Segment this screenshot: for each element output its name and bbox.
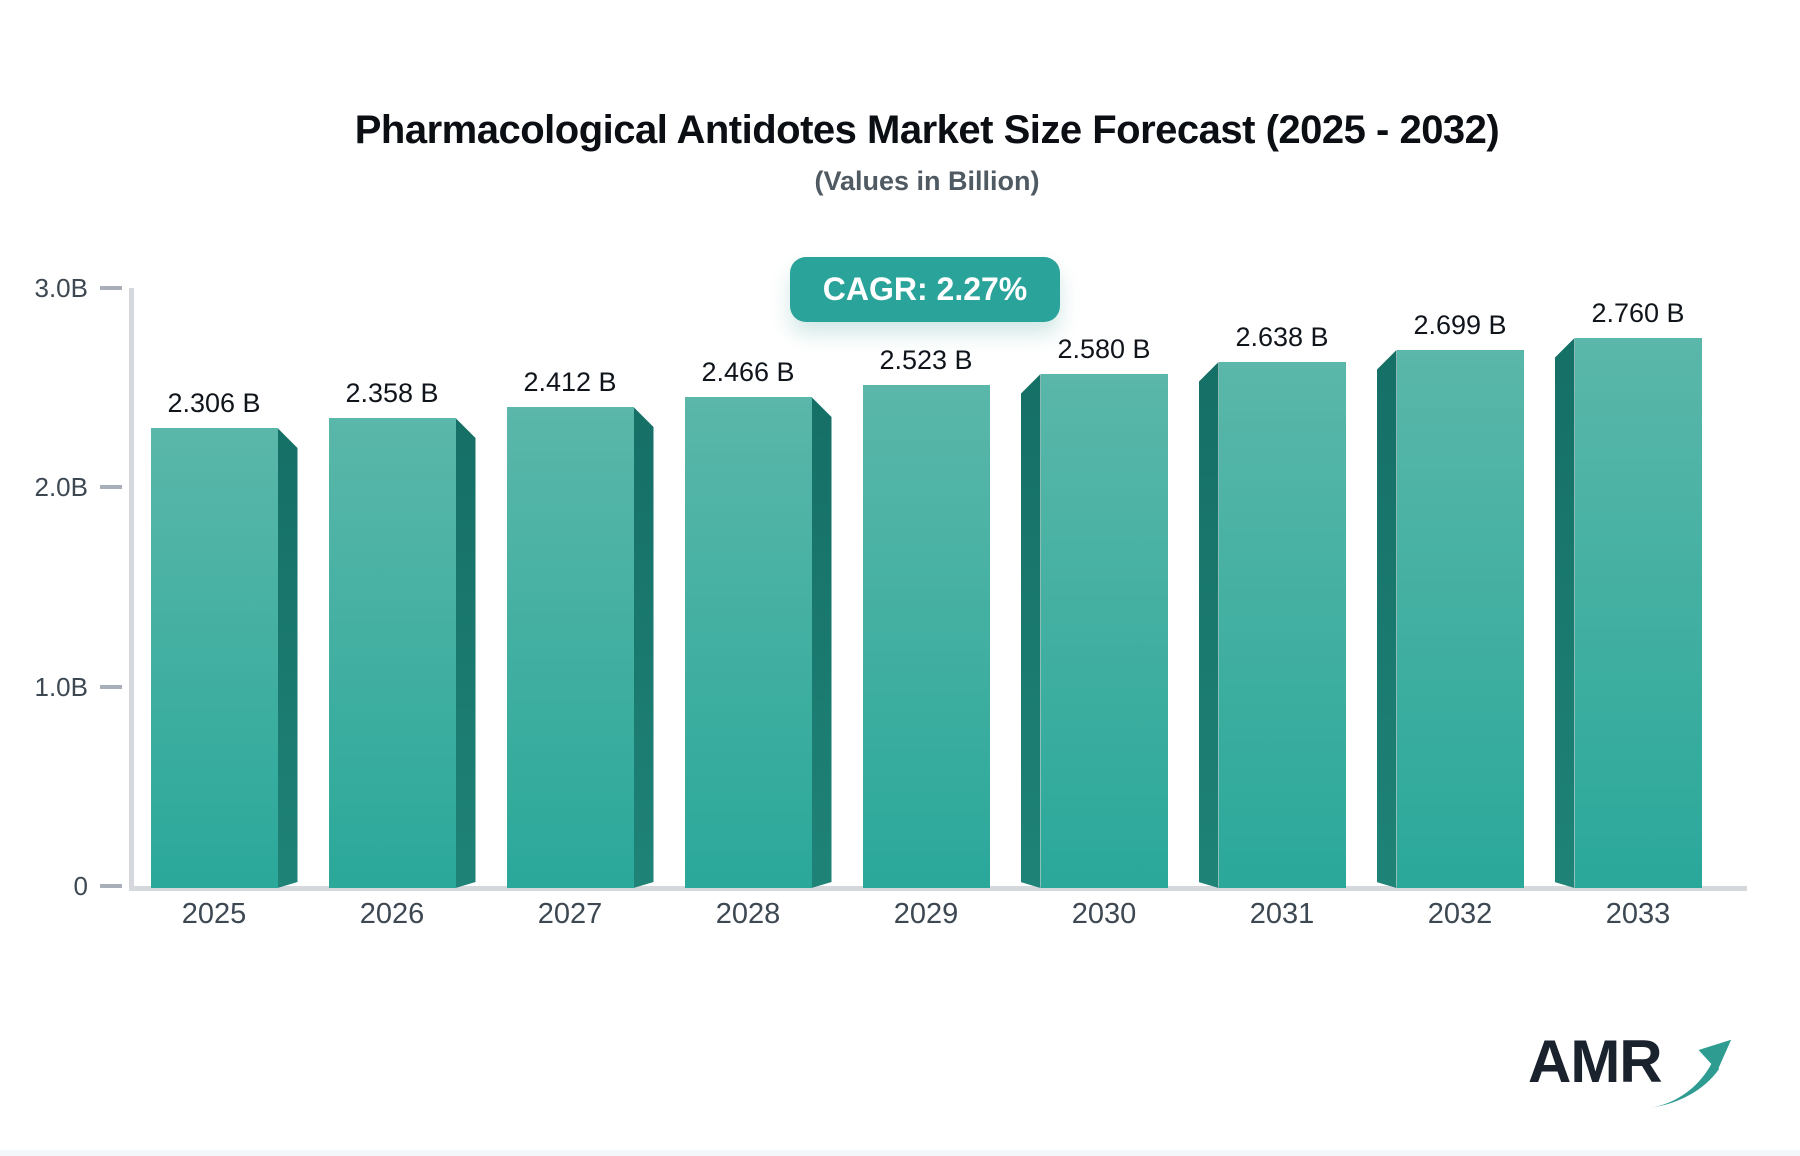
bar-2026-side-face (456, 418, 476, 888)
bar-2025 (150, 428, 278, 888)
bar-2025-side-face (278, 428, 298, 888)
chart-subtitle: (Values in Billion) (814, 166, 1040, 196)
x-axis-label-2028: 2028 (715, 898, 781, 930)
x-axis-label-2029: 2029 (893, 898, 959, 930)
bar-value-label-2031: 2.638 B (1235, 322, 1329, 352)
x-axis-label-2032: 2032 (1427, 898, 1493, 930)
y-tick-label: 3.0B (34, 273, 89, 304)
y-tick-mark (100, 884, 122, 888)
bar-2028-side-face (812, 397, 832, 888)
bar-value-label-2026: 2.358 B (345, 378, 439, 408)
bar-2027 (506, 407, 634, 888)
bar-2030 (1040, 374, 1168, 888)
bar-value-label-2033: 2.760 B (1591, 298, 1685, 328)
bar-2031-side-face (1199, 362, 1219, 888)
x-axis-line (129, 886, 1747, 891)
bar-2032 (1396, 350, 1524, 888)
amr-logo: AMR (1528, 1032, 1732, 1112)
y-tick-label: 2.0B (34, 472, 89, 503)
bar-2026 (328, 418, 456, 888)
bar-value-label-2028: 2.466 B (701, 357, 795, 387)
y-tick-mark (100, 684, 122, 689)
bar-2029 (862, 385, 990, 888)
cagr-badge: CAGR: 2.27% (790, 257, 1060, 322)
amr-logo-text: AMR (1528, 1028, 1663, 1095)
bar-value-label-2025: 2.306 B (167, 388, 261, 418)
growth-arrow-icon (1647, 1039, 1732, 1109)
bar-value-label-2032: 2.699 B (1413, 310, 1507, 340)
y-tick-label: 0 (73, 871, 88, 901)
chart-title: Pharmacological Antidotes Market Size Fo… (354, 108, 1500, 152)
bar-value-label-2027: 2.412 B (523, 367, 617, 397)
y-tick-mark (100, 286, 122, 291)
y-axis-line (129, 288, 134, 890)
y-tick-label: 1.0B (34, 671, 89, 702)
y-tick-mark (100, 485, 122, 490)
bar-2028 (684, 397, 812, 888)
bar-value-label-2029: 2.523 B (879, 345, 973, 375)
bar-2032-side-face (1377, 350, 1397, 888)
x-axis-label-2025: 2025 (181, 898, 247, 930)
bar-2027-side-face (634, 407, 654, 888)
bar-value-label-2030: 2.580 B (1057, 334, 1151, 364)
x-axis-label-2026: 2026 (359, 898, 425, 930)
x-axis-label-2027: 2027 (537, 898, 603, 930)
bar-2033 (1574, 338, 1702, 888)
bottom-edge (0, 1150, 1800, 1156)
bar-2033-side-face (1555, 338, 1575, 888)
x-axis-label-2030: 2030 (1071, 898, 1137, 930)
bar-2031 (1218, 362, 1346, 888)
x-axis-label-2031: 2031 (1249, 898, 1315, 930)
x-axis-label-2033: 2033 (1605, 898, 1671, 930)
bar-2030-side-face (1021, 374, 1041, 888)
